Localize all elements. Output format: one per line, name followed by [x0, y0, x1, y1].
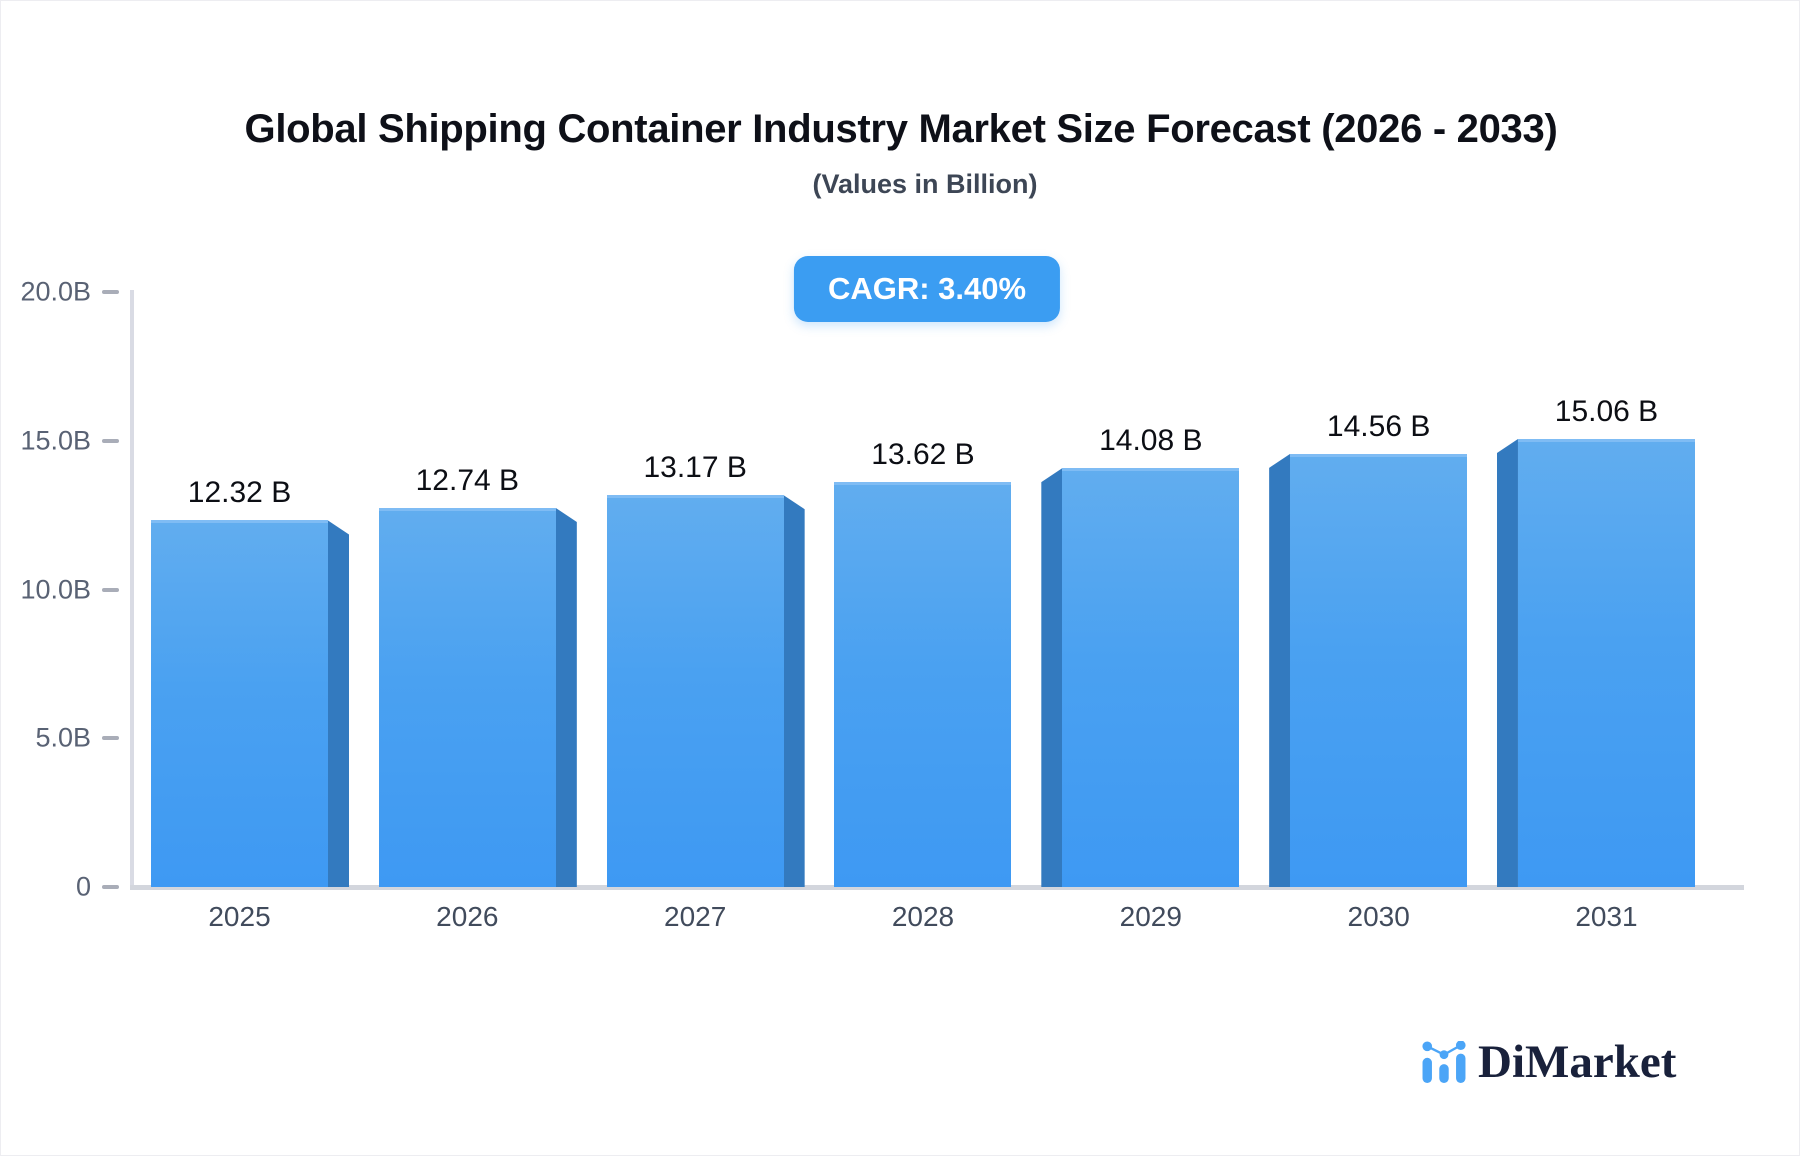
x-axis-label: 2029 — [1119, 901, 1182, 932]
bar-3d-side-2030 — [1269, 453, 1291, 887]
bar-chart-logo-icon — [1422, 1041, 1466, 1083]
bar-value-label: 13.62 B — [871, 437, 975, 471]
bar-2031[interactable] — [1517, 438, 1695, 887]
bar-3d-side-2026 — [555, 507, 577, 887]
bar-value-label: 15.06 B — [1554, 394, 1659, 428]
x-axis-label: 2028 — [891, 901, 955, 932]
y-axis-tick — [102, 736, 119, 741]
bar-value-label: 12.32 B — [187, 476, 292, 510]
bar-2029[interactable] — [1062, 468, 1240, 887]
bar-2030[interactable] — [1290, 453, 1468, 887]
bar-3d-side-2027 — [783, 495, 805, 887]
bar-2025[interactable] — [151, 520, 328, 887]
bar-value-label: 13.17 B — [643, 451, 747, 485]
brand-logo: DiMarket — [1422, 1036, 1677, 1088]
y-axis-tick-label: 0 — [75, 871, 91, 902]
x-axis-label: 2025 — [208, 901, 271, 932]
bar-3d-side-2025 — [328, 520, 349, 887]
y-axis-tick — [102, 290, 119, 294]
y-axis-line — [130, 290, 134, 887]
bar-3d-side-2029 — [1041, 468, 1063, 887]
y-axis-tick-label: 15.0B — [20, 425, 91, 456]
x-axis-label: 2031 — [1575, 901, 1638, 932]
bar-value-label: 14.08 B — [1099, 424, 1203, 458]
bar-2028[interactable] — [834, 481, 1012, 887]
y-axis-tick — [102, 885, 119, 889]
y-axis-tick-label: 5.0B — [35, 722, 91, 753]
chart-subtitle: (Values in Billion) — [812, 169, 1038, 199]
bar-value-label: 14.56 B — [1326, 409, 1431, 443]
bar-value-label: 12.74 B — [415, 463, 520, 497]
chart-title: Global Shipping Container Industry Marke… — [244, 107, 1558, 151]
y-axis-tick — [102, 438, 119, 443]
bar-3d-side-2031 — [1496, 438, 1518, 887]
x-axis-label: 2030 — [1347, 901, 1410, 932]
x-axis-line — [130, 885, 1744, 890]
cagr-badge: CAGR: 3.40% — [793, 256, 1061, 322]
bar-2026[interactable] — [378, 507, 556, 887]
y-axis-tick-label: 10.0B — [20, 574, 91, 604]
y-axis-tick — [102, 587, 119, 592]
x-axis-label: 2027 — [664, 901, 727, 932]
brand-logo-text: DiMarket — [1478, 1036, 1677, 1088]
bar-2027[interactable] — [606, 495, 784, 887]
x-axis-label: 2026 — [436, 901, 499, 932]
y-axis-tick-label: 20.0B — [20, 276, 91, 307]
